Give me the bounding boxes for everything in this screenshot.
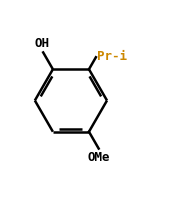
Text: Pr-i: Pr-i: [97, 50, 127, 63]
Text: OMe: OMe: [87, 151, 110, 164]
Text: OH: OH: [34, 37, 49, 50]
